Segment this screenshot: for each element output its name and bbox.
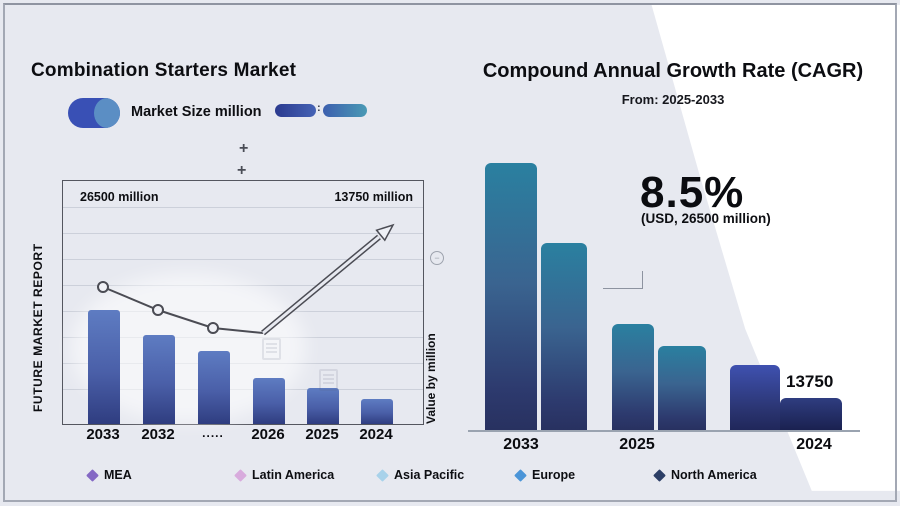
legend-label: MEA: [104, 468, 132, 482]
x-label-2025: 2025: [619, 436, 655, 453]
x-label-2025: 2025: [305, 426, 339, 443]
diamond-icon: [653, 468, 666, 482]
market-bar-2024: [361, 399, 393, 424]
market-bar-2033: [88, 310, 120, 424]
x-label-2024: 2024: [359, 426, 393, 443]
diamond-icon: [514, 468, 527, 482]
side-watermark-label: FUTURE MARKET REPORT: [31, 243, 45, 412]
trend-line-and-arrow: [97, 223, 395, 336]
x-label-2032: 2032: [141, 426, 175, 443]
x-label-2033: 2033: [503, 436, 539, 453]
cagr-bar-2024-1: [730, 365, 780, 430]
legend-label: Latin America: [252, 468, 335, 482]
callout-value: 13750: [786, 372, 834, 391]
x-axis-line: [468, 430, 860, 432]
legend-item-mea: MEA: [86, 468, 132, 482]
pill-separator: :: [317, 102, 321, 114]
gradient-pill-icon: [323, 104, 367, 117]
page-title: Combination Starters Market: [31, 60, 297, 81]
value-label-26500: 26500 million: [80, 190, 159, 204]
plus-icon: +: [239, 140, 249, 157]
diamond-icon: [376, 468, 389, 482]
cagr-bar-2024-2: [780, 398, 842, 430]
x-label-2024: 2024: [796, 436, 832, 453]
diamond-icon: [86, 468, 99, 482]
diamond-icon: [234, 468, 247, 482]
market-bar-2032: [143, 335, 175, 424]
market-bar-2025: [307, 388, 339, 424]
market-bar-2026: [253, 378, 285, 424]
cagr-caption: (USD, 26500 million): [641, 211, 771, 226]
plus-icon: +: [237, 162, 247, 179]
market-size-chart: 26500 million 13750 million: [62, 180, 424, 425]
market-bar-.....: [198, 351, 230, 424]
market-size-legend-label: Market Size million: [131, 104, 262, 120]
legend-item-latin-america: Latin America: [234, 468, 335, 482]
cylinder-cap: [94, 98, 120, 128]
value-label-13750: 13750 million: [334, 190, 413, 204]
legend-item-north-america: North America: [653, 468, 757, 482]
legend-item-europe: Europe: [514, 468, 576, 482]
document-ghost-icon: [319, 369, 338, 391]
legend-label: Asia Pacific: [394, 468, 465, 482]
x-label-2033: 2033: [86, 426, 120, 443]
cagr-value: 8.5%: [640, 168, 745, 217]
x-label-2026: 2026: [251, 426, 285, 443]
legend-label: North America: [671, 468, 757, 482]
gradient-pill-icon: [275, 104, 316, 117]
corner-bracket-decoration: [603, 271, 643, 289]
cagr-bar-2025-2: [658, 346, 706, 430]
legend-item-asia-pacific: Asia Pacific: [376, 468, 465, 482]
x-label-.....: .....: [202, 426, 224, 440]
document-ghost-icon: [262, 338, 281, 360]
cagr-bar-2033-1: [485, 163, 537, 430]
cagr-bar-2033-2: [541, 243, 587, 430]
cagr-subtitle: From: 2025-2033: [621, 92, 725, 107]
minus-circle-icon: −: [430, 251, 444, 265]
value-axis-label: Value by million: [424, 333, 438, 424]
cagr-title: Compound Annual Growth Rate (CAGR): [482, 60, 864, 82]
cylinder-icon: [68, 98, 120, 128]
cagr-bar-2025-1: [612, 324, 654, 430]
legend-label: Europe: [532, 468, 576, 482]
